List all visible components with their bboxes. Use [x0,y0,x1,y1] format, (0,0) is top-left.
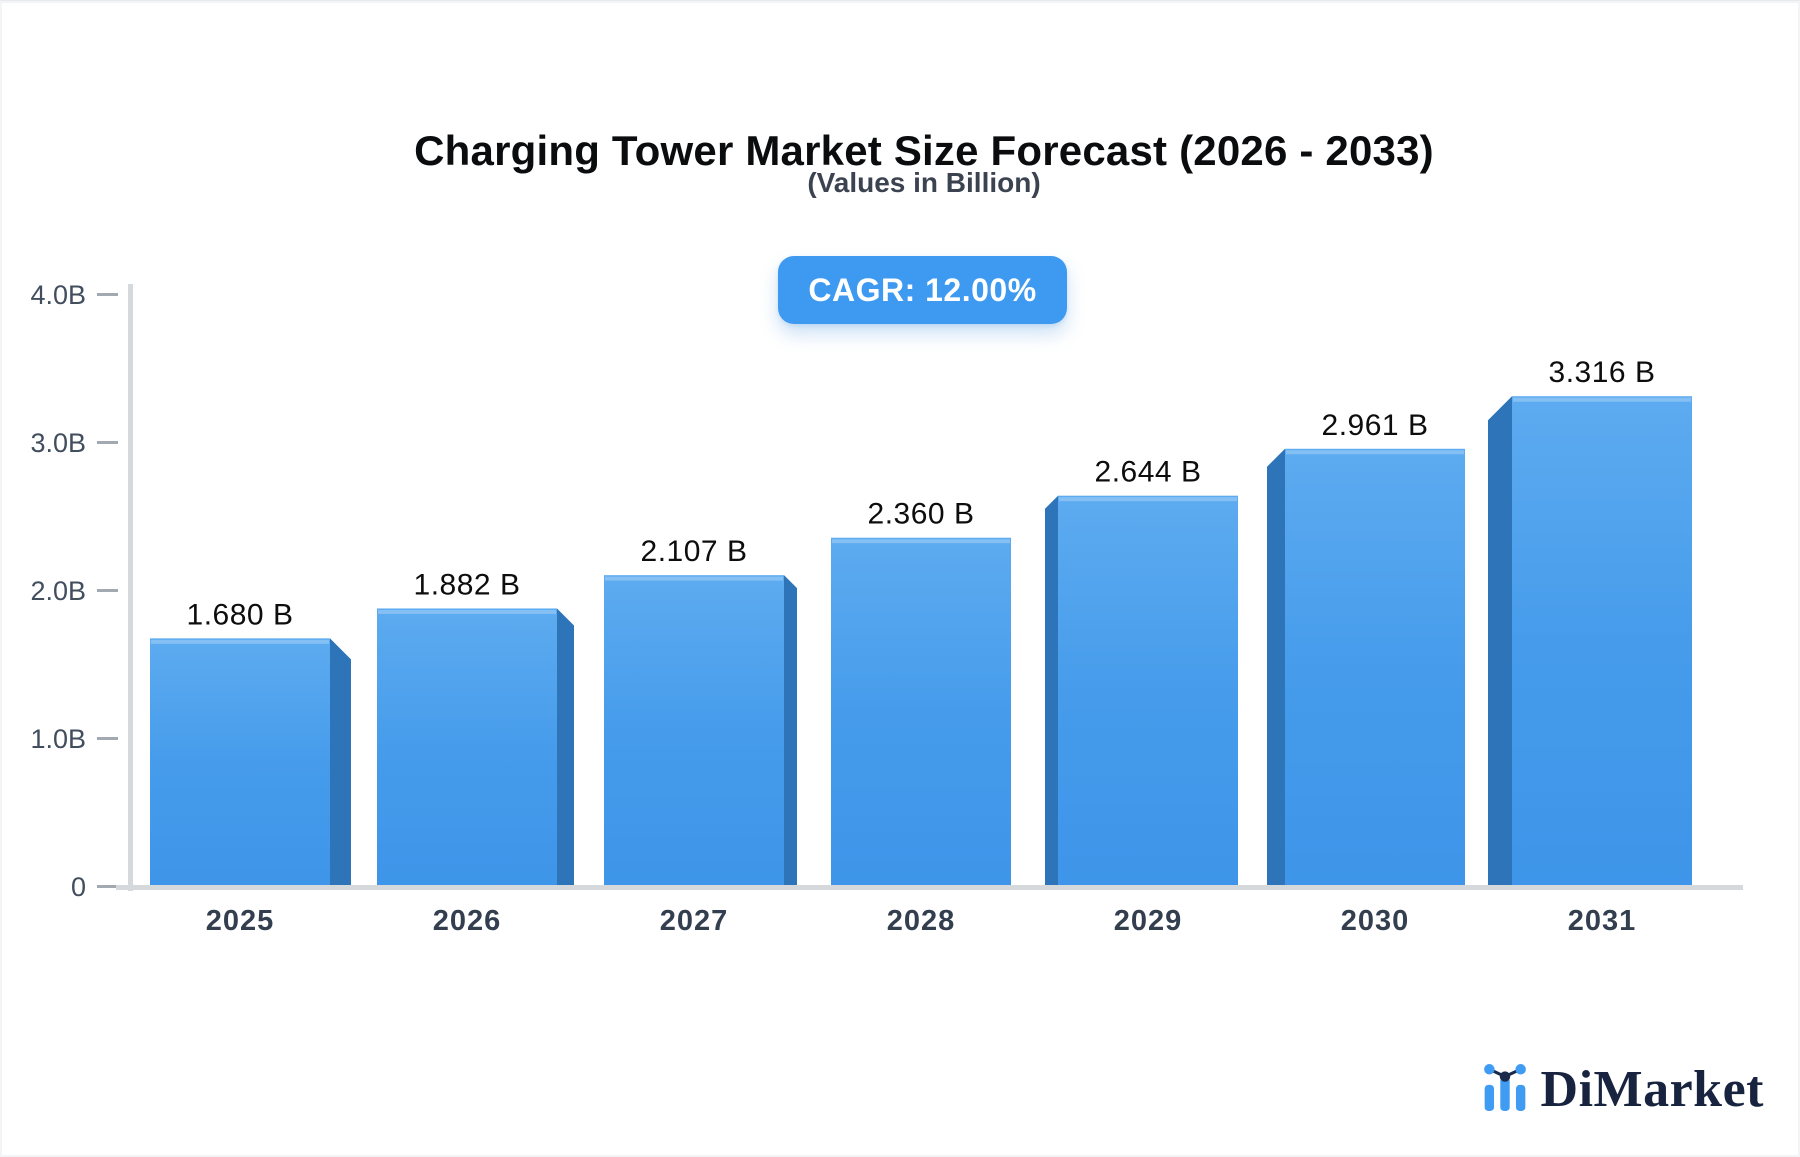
chart-subtitle: (Values in Billion) [807,167,1041,198]
bar-2030 [1285,448,1465,889]
bar-value-label: 2.107 B [641,535,748,568]
y-axis-line [128,284,133,891]
bar-top-highlight [832,539,1010,544]
chart-title: Charging Tower Market Size Forecast (202… [414,127,1434,175]
y-axis-label: 4.0B [30,280,86,310]
bar-top-highlight [605,576,783,581]
bar-2025 [150,638,330,889]
x-axis-label: 2027 [660,905,729,937]
x-axis-label: 2026 [433,905,502,937]
bar-2026 [377,608,557,889]
bar-top-highlight [1059,497,1237,502]
bar-3d-side [1488,396,1512,889]
y-axis-tick [97,737,118,740]
bar-value-label: 1.680 B [187,598,294,631]
bar-2028 [831,537,1011,889]
bar-top-highlight [151,639,329,644]
x-axis-line [116,885,1743,890]
bar-value-label: 2.360 B [868,498,975,531]
bar-3d-side [1267,448,1285,889]
bar-3d-side [557,608,574,889]
bar-3d-side [1045,495,1058,889]
cagr-badge: CAGR: 12.00% [778,256,1067,324]
bar-top-highlight [1286,450,1464,455]
x-axis-label: 2030 [1341,905,1410,937]
x-axis-label: 2029 [1114,905,1183,937]
bar-2029 [1058,495,1238,889]
brand-name: DiMarket [1540,1061,1764,1119]
bar-2031 [1512,396,1692,889]
x-axis-label: 2031 [1568,905,1637,937]
y-axis-tick [97,441,118,444]
bar-value-label: 1.882 B [414,568,521,601]
bar-value-label: 2.644 B [1095,456,1202,489]
y-axis-tick [97,589,118,592]
bar-chart-with-dots-icon [1483,1064,1526,1111]
y-axis-tick [97,293,118,296]
y-axis-tick [97,885,118,888]
bar-3d-side [784,575,797,889]
brand-logo: DiMarket [1483,1061,1764,1119]
x-axis-label: 2028 [887,905,956,937]
y-axis-label: 1.0B [30,724,86,754]
bar-value-label: 3.316 B [1549,356,1656,389]
y-axis-label: 2.0B [30,576,86,606]
y-axis-label: 3.0B [30,428,86,458]
bar-top-highlight [1513,397,1691,402]
bar-value-label: 2.961 B [1322,409,1429,442]
bar-2027 [604,575,784,889]
y-axis-label: 0 [71,872,86,902]
bar-3d-side [330,638,351,889]
x-axis-label: 2025 [206,905,275,937]
bar-top-highlight [378,609,556,614]
